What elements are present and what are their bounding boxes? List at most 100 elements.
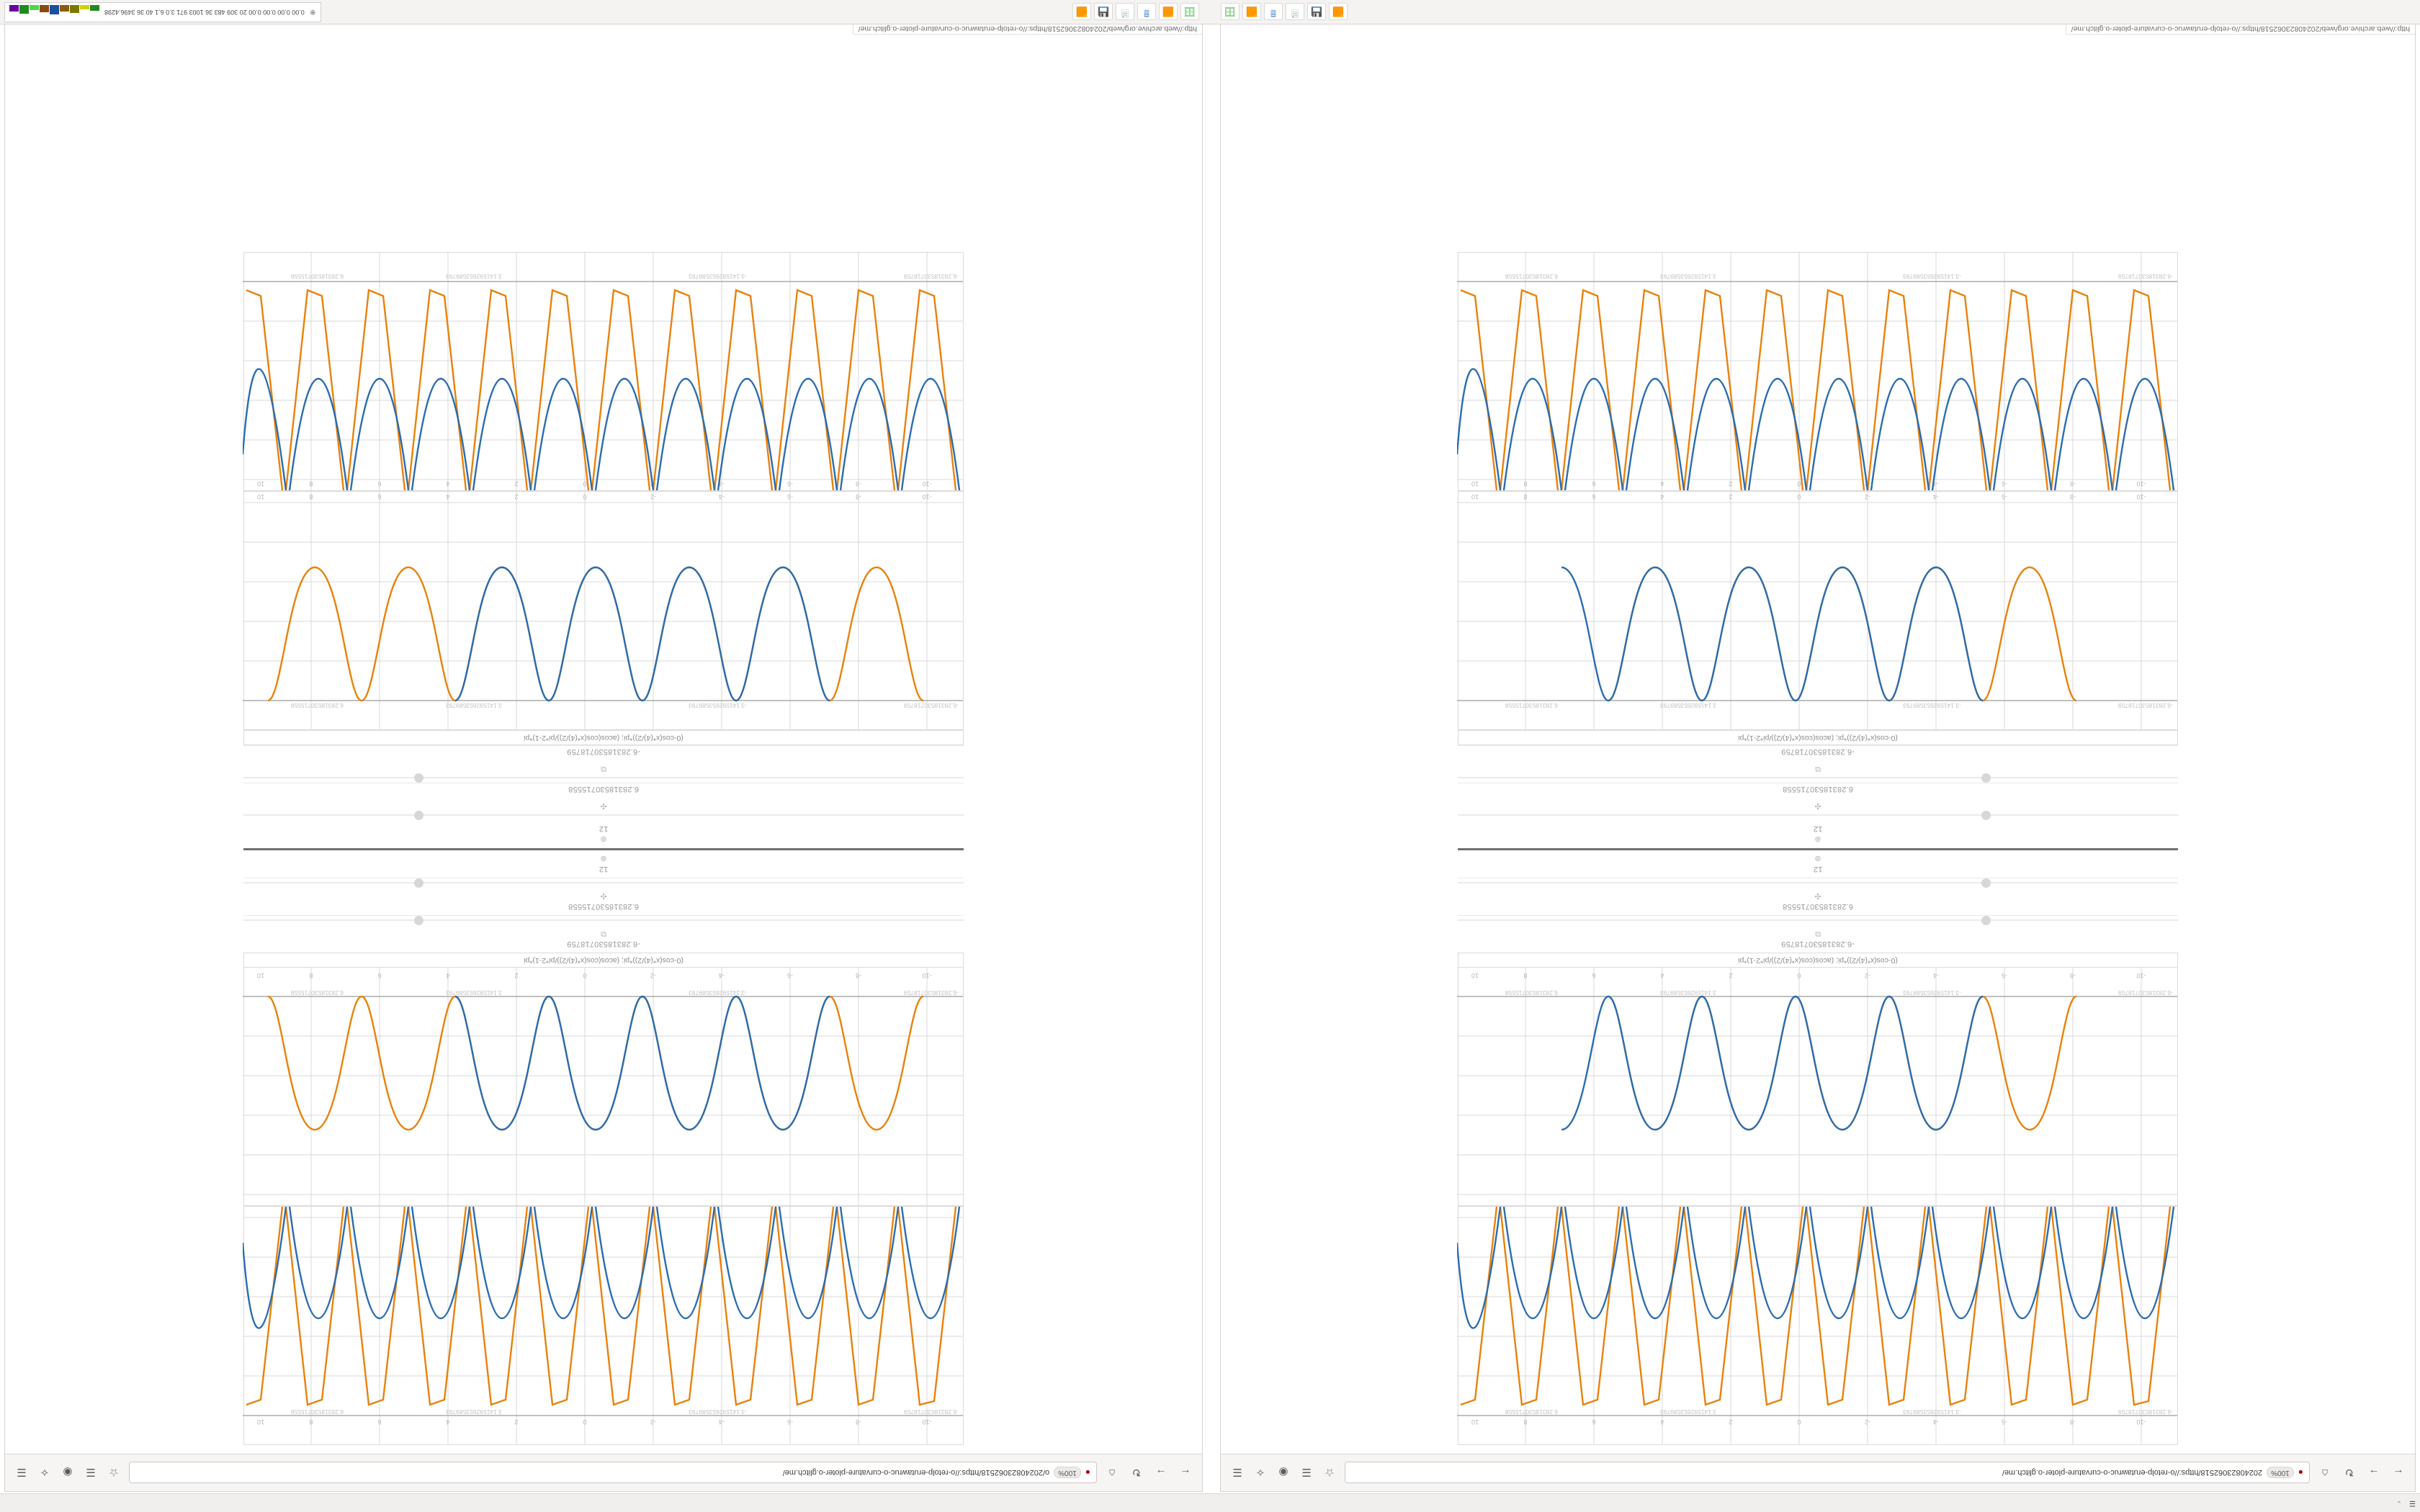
zoom-level-left[interactable]: 100% bbox=[2267, 1467, 2294, 1479]
slider-track[interactable] bbox=[243, 811, 964, 820]
home-icon[interactable]: ⌂ bbox=[2321, 1467, 2329, 1479]
extensions-icon[interactable]: ✧ bbox=[40, 1466, 50, 1479]
slider-knob[interactable] bbox=[1981, 916, 1991, 925]
back-arrow-icon[interactable]: ← bbox=[2393, 1467, 2404, 1479]
floppy-disk-icon[interactable]: 💾 bbox=[1307, 3, 1326, 21]
graph-3-left[interactable]: -6.28318530718759 -3.141592653589793 3.1… bbox=[1457, 492, 2177, 729]
slider-knob[interactable] bbox=[1981, 811, 1991, 820]
slider-row[interactable]: 6.28318530715558 ✣ bbox=[243, 878, 964, 915]
slider-row[interactable]: ✣ 6.28318530715558 bbox=[243, 783, 964, 820]
firefox-icon[interactable]: 🟧 bbox=[1329, 3, 1348, 21]
graph-2-right[interactable]: -6.28318530718759 -3.141592653589793 3.1… bbox=[243, 968, 963, 1205]
slider-row[interactable]: 6.28318530715558 ✣ bbox=[1458, 878, 2178, 915]
calculator-icon[interactable]: 🖩 bbox=[1264, 3, 1283, 21]
svg-text:-8: -8 bbox=[856, 480, 861, 487]
account-icon[interactable]: ◉ bbox=[1278, 1466, 1289, 1479]
firefox-icon[interactable]: 🟧 bbox=[1242, 3, 1261, 21]
slider-row[interactable]: ⊛ 12 bbox=[1458, 820, 2178, 848]
svg-text:-10: -10 bbox=[2136, 1418, 2146, 1426]
slider-row[interactable]: -6.28318530718759 ⧉ bbox=[1458, 915, 2178, 953]
graph-2-left[interactable]: -6.28318530718759 -3.141592653589793 3.1… bbox=[1457, 968, 2177, 1205]
bookmark-star-icon[interactable]: ☆ bbox=[109, 1466, 119, 1479]
firefox-icon[interactable]: 🟧 bbox=[1159, 3, 1178, 21]
slider-value: 6.28318530715558 bbox=[568, 785, 640, 793]
svg-text:-6.28318530718759: -6.28318530718759 bbox=[904, 1408, 959, 1416]
hamburger-menu-icon[interactable]: ☰ bbox=[1232, 1466, 1242, 1479]
graph-card[interactable]: -6.28318530718759 -3.141592653589793 3.1… bbox=[243, 967, 964, 1206]
slider-row[interactable]: ⧉ -6.28318530718759 bbox=[243, 745, 964, 783]
slider-row[interactable]: -6.28318530718759 ⧉ bbox=[243, 915, 964, 953]
extensions-icon[interactable]: ✧ bbox=[1255, 1466, 1265, 1479]
slider-track[interactable] bbox=[243, 773, 964, 783]
back-arrow-icon[interactable]: ← bbox=[1180, 1467, 1191, 1479]
forward-arrow-icon[interactable]: → bbox=[1155, 1467, 1167, 1479]
notepad-icon[interactable]: 🗎 bbox=[1286, 3, 1304, 21]
svg-text:0: 0 bbox=[583, 972, 586, 979]
slider-knob[interactable] bbox=[1981, 773, 1991, 783]
slider-row[interactable]: ⧉ -6.28318530718759 bbox=[1458, 745, 2178, 783]
curvature-plotter-app-right: -10 -8 -6 -4 -2 0 2 4 6 8 10 -6.28318530718759 … bbox=[243, 252, 964, 1445]
slider-track[interactable] bbox=[1458, 773, 2178, 783]
slider-knob[interactable] bbox=[414, 811, 424, 820]
url-bar-left[interactable]: ● 100% 20240823062518/https://o-retolp-e… bbox=[1345, 1462, 2310, 1484]
zoom-level-right[interactable]: 100% bbox=[1054, 1467, 1081, 1479]
formula-top-left[interactable]: (0-cos(x*(4)/2))*pi; (acos(cos(x*(4)/2))… bbox=[1458, 953, 2178, 967]
home-icon[interactable]: ⌂ bbox=[1108, 1467, 1116, 1479]
notepad-icon[interactable]: 🗎 bbox=[1116, 3, 1134, 21]
chevron-down-icon[interactable]: ⌄ bbox=[2396, 1499, 2403, 1507]
forward-arrow-icon[interactable]: → bbox=[2368, 1467, 2380, 1479]
calculator-icon[interactable]: 🖩 bbox=[1137, 3, 1156, 21]
formula-bottom-right[interactable]: (0-cos(x*(4)/2))*pi; (acos(cos(x*(4)/2))… bbox=[243, 730, 964, 745]
slider-row[interactable]: 12 ⊛ bbox=[243, 850, 964, 878]
svg-text:10: 10 bbox=[257, 480, 264, 487]
reload-icon[interactable]: ↻ bbox=[2344, 1466, 2354, 1479]
slider-track[interactable] bbox=[1458, 878, 2178, 888]
slider-symbol: ✣ bbox=[600, 891, 607, 900]
graph-4-right[interactable]: -10-8-6 -4-20 246 810 -6.28318530718759 … bbox=[243, 253, 963, 490]
slider-knob[interactable] bbox=[414, 773, 424, 783]
slider-row[interactable]: ✣ 6.28318530715558 bbox=[1458, 783, 2178, 820]
slider-symbol: ⧉ bbox=[601, 765, 606, 773]
archive-icon[interactable]: 🗄 bbox=[1180, 3, 1199, 21]
slider-row[interactable]: ⊛ 12 bbox=[243, 820, 964, 848]
floppy-disk-icon[interactable]: 💾 bbox=[1094, 3, 1113, 21]
graph-card[interactable]: -6.28318530718759 -3.141592653589793 3.1… bbox=[1457, 967, 2178, 1206]
svg-text:3.141592653589793: 3.141592653589793 bbox=[446, 1408, 502, 1416]
library-icon[interactable]: ☰ bbox=[86, 1466, 96, 1479]
hamburger-menu-icon[interactable]: ☰ bbox=[17, 1466, 27, 1479]
slider-row[interactable]: 12 ⊛ bbox=[1458, 850, 2178, 878]
slider-track[interactable] bbox=[1458, 916, 2178, 925]
graph-3-right[interactable]: -6.28318530718759 -3.141592653589793 3.1… bbox=[243, 492, 963, 729]
svg-text:0: 0 bbox=[1797, 972, 1801, 979]
slider-track[interactable] bbox=[243, 878, 964, 888]
slider-knob[interactable] bbox=[414, 916, 424, 925]
slider-value: -6.28318530718759 bbox=[1781, 940, 1855, 948]
system-monitor-applet[interactable]: ⎈ 0.00 0.00 0.00 0.00 20 309 483 36 1003… bbox=[4, 2, 321, 22]
slider-track[interactable] bbox=[1458, 811, 2178, 820]
firefox-icon[interactable]: 🟧 bbox=[1072, 3, 1091, 21]
slider-track[interactable] bbox=[243, 916, 964, 925]
slider-knob[interactable] bbox=[1981, 878, 1991, 888]
graph-card[interactable]: -6.28318530718759 -3.141592653589793 3.1… bbox=[243, 491, 964, 730]
svg-text:2: 2 bbox=[1729, 493, 1732, 500]
url-bar-right[interactable]: ● 100% o/20240823062518/https://o-retolp… bbox=[129, 1462, 1097, 1484]
bookmark-star-icon[interactable]: ☆ bbox=[1325, 1466, 1335, 1479]
reload-icon[interactable]: ↻ bbox=[1131, 1466, 1142, 1479]
formula-top-right[interactable]: (0-cos(x*(4)/2))*pi; (acos(cos(x*(4)/2))… bbox=[243, 953, 964, 967]
graph-1-left[interactable]: -10-8-6 -4-20 246 810 -6.28318530718759 … bbox=[1457, 1207, 2177, 1444]
slider-knob[interactable] bbox=[414, 878, 424, 888]
graph-1-right[interactable]: -10-8-6 -4-20 246 810 -6.28318530718759 … bbox=[243, 1207, 963, 1444]
library-icon[interactable]: ☰ bbox=[1301, 1466, 1312, 1479]
account-icon[interactable]: ◉ bbox=[63, 1466, 73, 1479]
archive-icon[interactable]: 🗄 bbox=[1221, 3, 1240, 21]
svg-text:-3.141592653589793: -3.141592653589793 bbox=[1903, 989, 1961, 996]
graph-card[interactable]: -6.28318530718759 -3.141592653589793 3.1… bbox=[1457, 491, 2178, 730]
menu-file[interactable]: ☰ bbox=[2409, 1499, 2416, 1507]
formula-bottom-left[interactable]: (0-cos(x*(4)/2))*pi; (acos(cos(x*(4)/2))… bbox=[1458, 730, 2178, 745]
graph-4-left[interactable]: -10-8-6 -4-20 246 810 -6.28318530718759 … bbox=[1457, 253, 2177, 490]
svg-text:3.141592653589793: 3.141592653589793 bbox=[446, 273, 502, 280]
